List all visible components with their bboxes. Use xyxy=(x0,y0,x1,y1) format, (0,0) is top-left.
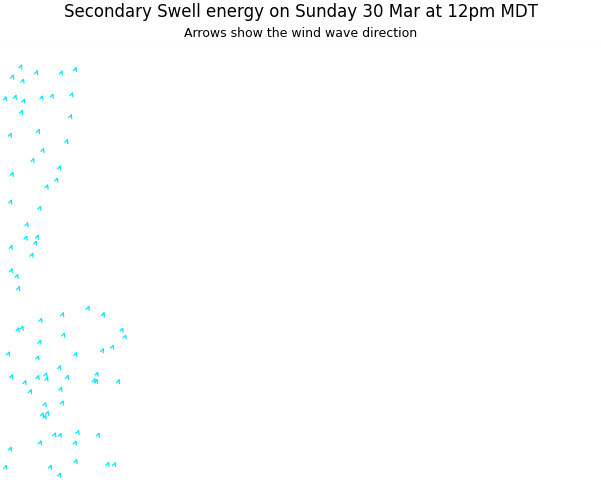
Text: Arrows show the wind wave direction: Arrows show the wind wave direction xyxy=(184,27,417,40)
Text: Secondary Swell energy on Sunday 30 Mar at 12pm MDT: Secondary Swell energy on Sunday 30 Mar … xyxy=(64,3,537,22)
